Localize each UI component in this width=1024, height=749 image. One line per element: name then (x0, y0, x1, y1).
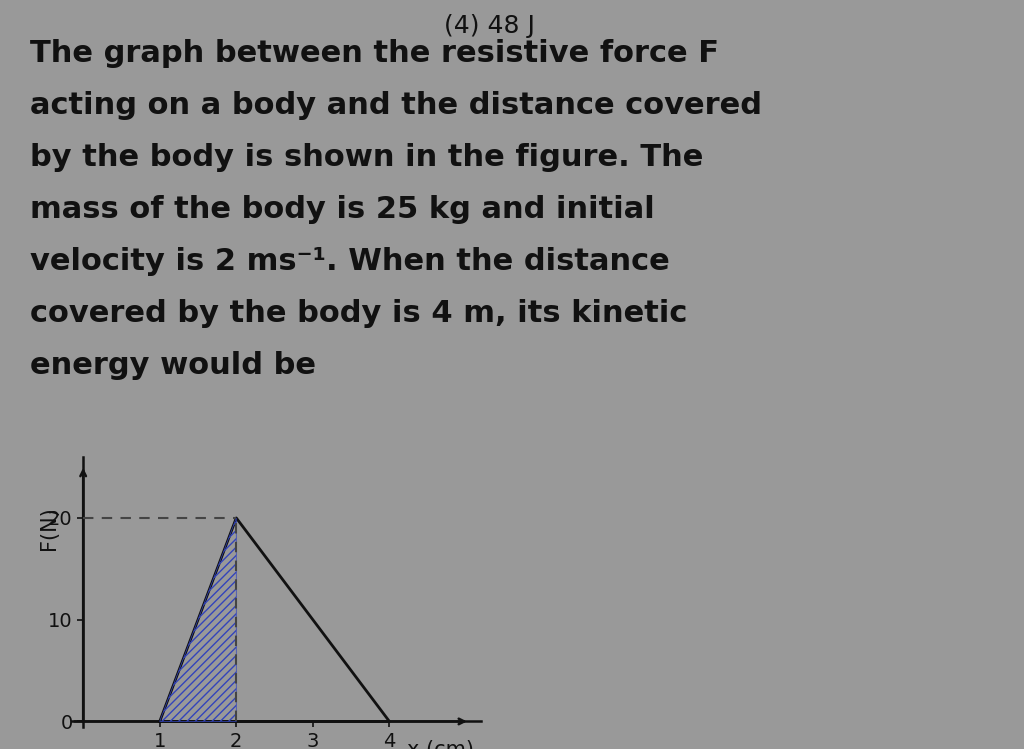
Text: The graph between the resistive force F: The graph between the resistive force F (30, 39, 719, 68)
Text: energy would be: energy would be (30, 351, 316, 380)
Text: velocity is 2 ms⁻¹. When the distance: velocity is 2 ms⁻¹. When the distance (30, 247, 670, 276)
Text: acting on a body and the distance covered: acting on a body and the distance covere… (30, 91, 762, 120)
Text: mass of the body is 25 kg and initial: mass of the body is 25 kg and initial (30, 195, 654, 224)
Text: x (cm): x (cm) (407, 740, 474, 749)
Text: by the body is shown in the figure. The: by the body is shown in the figure. The (30, 143, 703, 172)
Text: covered by the body is 4 m, its kinetic: covered by the body is 4 m, its kinetic (30, 299, 687, 328)
Text: F(N): F(N) (39, 506, 58, 550)
Text: (4) 48 J: (4) 48 J (444, 14, 536, 38)
